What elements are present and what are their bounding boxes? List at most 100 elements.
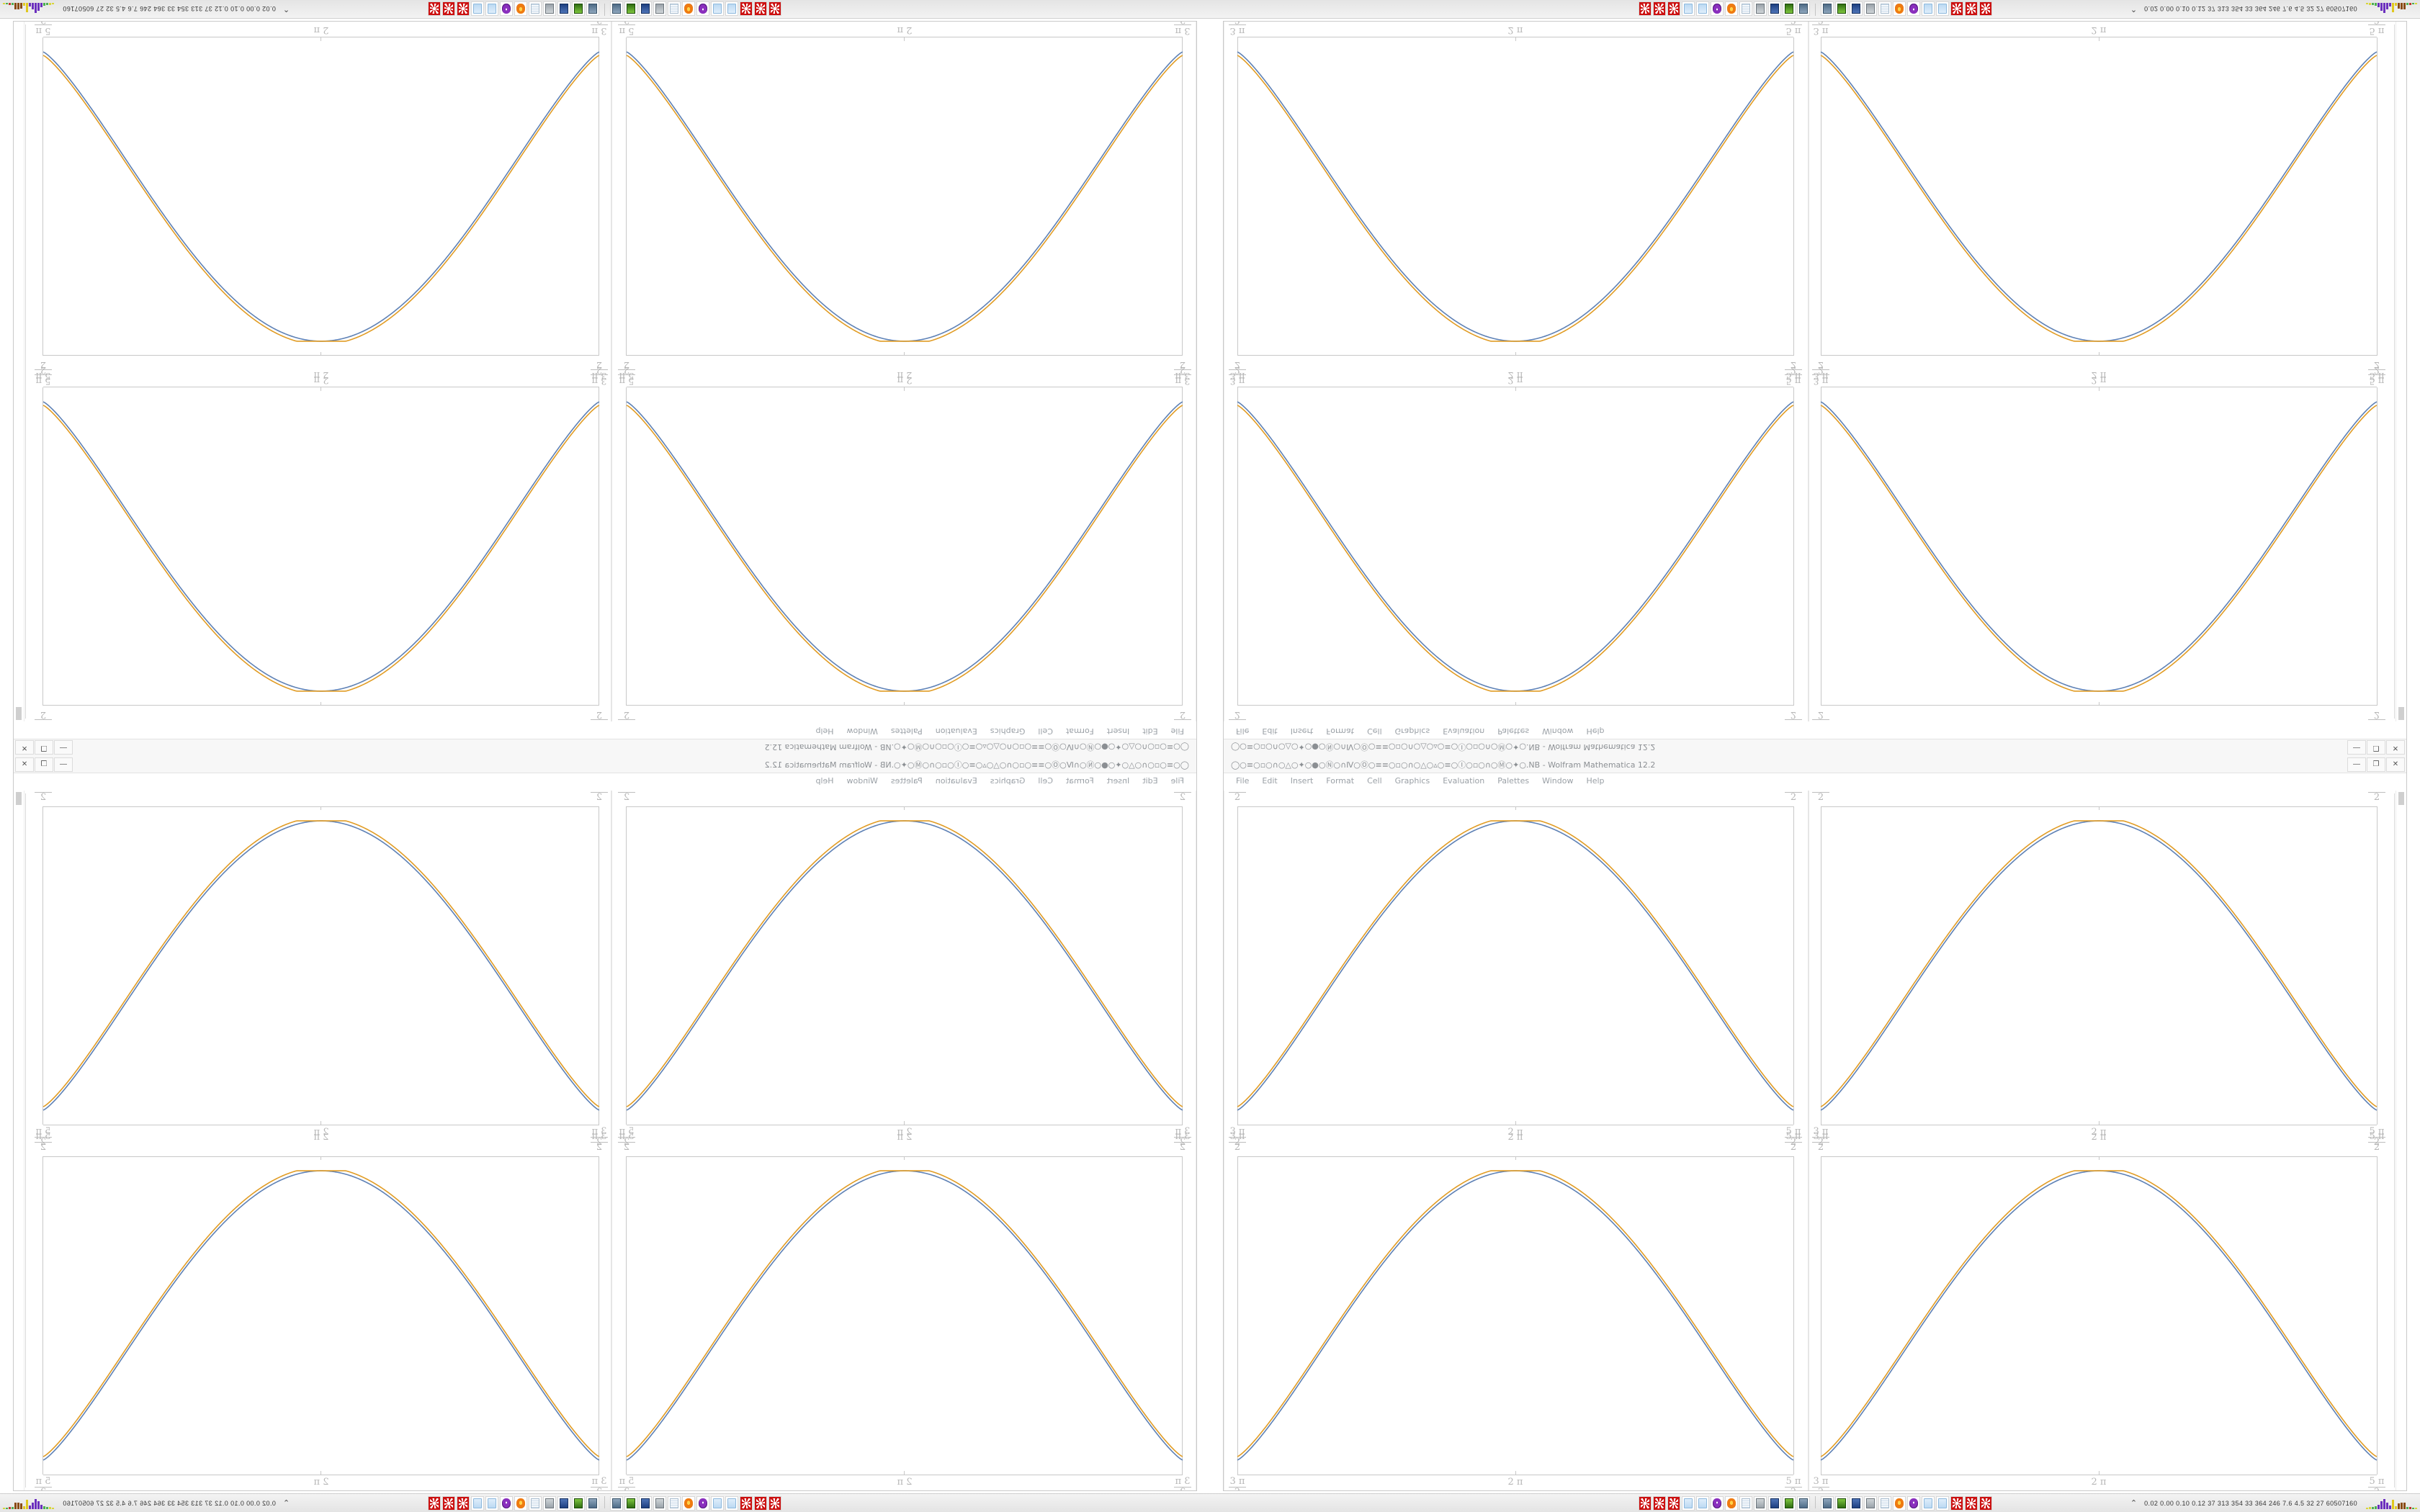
plot-bottom-right[interactable]: 3 π23 π22 π2 π5 π25 π2: [1808, 1132, 2390, 1490]
files-icon[interactable]: [572, 1, 586, 17]
menu-window[interactable]: Window: [846, 726, 878, 737]
calculator-icon-1[interactable]: [1935, 1, 1949, 17]
menu-help[interactable]: Help: [1586, 775, 1605, 786]
menu-edit[interactable]: Edit: [1262, 775, 1278, 786]
save-disk-icon[interactable]: [639, 1, 653, 17]
menu-help[interactable]: Help: [1586, 726, 1605, 737]
calculator-icon-2[interactable]: [485, 1, 499, 17]
plot-bottom-left[interactable]: 3 π23 π22 π2 π5 π25 π2: [1224, 1132, 1806, 1490]
close-button[interactable]: ✕: [15, 757, 34, 772]
monitor-icon[interactable]: [1796, 1, 1810, 17]
scrollbar-thumb[interactable]: [16, 707, 22, 720]
terminal-icon[interactable]: [653, 1495, 667, 1511]
menu-graphics[interactable]: Graphics: [1394, 726, 1430, 737]
firefox-icon[interactable]: [1724, 1, 1738, 17]
files-icon[interactable]: [1834, 1, 1848, 17]
mathematica-icon-1[interactable]: [768, 1495, 782, 1511]
calculator-icon-2[interactable]: [1921, 1495, 1935, 1511]
window-titlebar[interactable]: ◯○≡○▫○∩○△○✦○●○Ⓝ○∩Ⅳ○Ⓞ○≡≡○▫○∩○△○▵○≡○Ⓘ○▫○∩○…: [14, 739, 1196, 756]
files-icon[interactable]: [624, 1, 638, 17]
menu-cell[interactable]: Cell: [1038, 775, 1053, 786]
menu-graphics[interactable]: Graphics: [1394, 775, 1430, 786]
notes-icon[interactable]: [1878, 1, 1891, 17]
terminal-icon[interactable]: [653, 1, 667, 17]
browser-icon-1[interactable]: [1906, 1495, 1920, 1511]
mathematica-icon-2[interactable]: [754, 1495, 768, 1511]
plot-top-right[interactable]: 3 π23 π22 π2 π5 π25 π2: [30, 364, 612, 721]
plot-top-right[interactable]: 3 π23 π22 π2 π5 π25 π2: [1808, 364, 2390, 721]
plot-bottom-right[interactable]: 3 π23 π22 π2 π5 π25 π2: [30, 22, 612, 381]
mathematica-icon-3[interactable]: [1667, 1, 1680, 17]
notes-icon[interactable]: [529, 1495, 542, 1511]
menu-file[interactable]: File: [1236, 775, 1250, 786]
notebook-scrollbar[interactable]: [2396, 791, 2406, 1490]
menu-graphics[interactable]: Graphics: [990, 726, 1026, 737]
menu-evaluation[interactable]: Evaluation: [1443, 726, 1485, 737]
save-disk-icon[interactable]: [639, 1495, 653, 1511]
tray-expand-chevron-icon[interactable]: ⌃: [282, 1499, 290, 1508]
terminal-icon[interactable]: [1863, 1495, 1877, 1511]
terminal-icon[interactable]: [1753, 1, 1767, 17]
tray-expand-chevron-icon[interactable]: ⌃: [2130, 1499, 2138, 1508]
firefox-icon[interactable]: [514, 1, 528, 17]
menu-evaluation[interactable]: Evaluation: [935, 726, 977, 737]
menu-window[interactable]: Window: [1542, 775, 1574, 786]
menu-help[interactable]: Help: [815, 775, 834, 786]
mathematica-icon-2[interactable]: [754, 1, 768, 17]
mathematica-icon-3[interactable]: [457, 1495, 470, 1511]
files-icon[interactable]: [624, 1495, 638, 1511]
menu-help[interactable]: Help: [815, 726, 834, 737]
menu-cell[interactable]: Cell: [1367, 726, 1382, 737]
terminal-icon[interactable]: [543, 1, 557, 17]
plot-bottom-left[interactable]: 3 π23 π22 π2 π5 π25 π2: [614, 1131, 1196, 1490]
menu-format[interactable]: Format: [1065, 726, 1094, 737]
notes-icon[interactable]: [1739, 1, 1752, 17]
notebook-canvas[interactable]: 3 π23 π22 π2 π5 π25 π23 π23 π22 π2 π5 π2…: [14, 791, 1196, 1490]
mathematica-icon-3[interactable]: [740, 1495, 753, 1511]
calculator-icon-1[interactable]: [1935, 1495, 1949, 1511]
maximize-button[interactable]: ❐: [2367, 757, 2385, 772]
tray-expand-chevron-icon[interactable]: ⌃: [2130, 4, 2138, 13]
files-icon[interactable]: [1834, 1495, 1848, 1511]
minimize-button[interactable]: —: [2347, 757, 2366, 772]
mathematica-icon-1[interactable]: [1638, 1495, 1652, 1511]
menu-evaluation[interactable]: Evaluation: [935, 775, 977, 786]
plot-top-left[interactable]: 3 π23 π22 π2 π5 π25 π2: [614, 791, 1196, 1148]
calculator-icon-1[interactable]: [1681, 1495, 1695, 1511]
monitor-icon[interactable]: [1796, 1495, 1810, 1511]
calculator-icon-2[interactable]: [485, 1495, 499, 1511]
calculator-icon-1[interactable]: [1681, 1, 1695, 17]
firefox-icon[interactable]: [682, 1, 696, 17]
menu-palettes[interactable]: Palettes: [1497, 775, 1530, 786]
menu-palettes[interactable]: Palettes: [890, 775, 923, 786]
plot-top-left[interactable]: 3 π23 π22 π2 π5 π25 π2: [614, 364, 1196, 721]
window-titlebar[interactable]: ◯○≡○▫○∩○△○✦○●○Ⓝ○∩Ⅳ○Ⓞ○≡≡○▫○∩○△○▵○≡○Ⓘ○▫○∩○…: [14, 756, 1196, 773]
calculator-icon-1[interactable]: [471, 1, 485, 17]
calculator-icon-2[interactable]: [711, 1495, 725, 1511]
calculator-icon-2[interactable]: [1695, 1495, 1709, 1511]
minimize-button[interactable]: —: [2347, 740, 2366, 755]
browser-icon-1[interactable]: [1710, 1495, 1724, 1511]
mathematica-icon-2[interactable]: [442, 1495, 456, 1511]
scrollbar-thumb[interactable]: [2398, 707, 2404, 720]
notebook-scrollbar[interactable]: [14, 22, 24, 721]
firefox-icon[interactable]: [1892, 1, 1906, 17]
close-button[interactable]: ✕: [15, 740, 34, 755]
menu-window[interactable]: Window: [846, 775, 878, 786]
save-disk-icon[interactable]: [557, 1, 571, 17]
menu-graphics[interactable]: Graphics: [990, 775, 1026, 786]
plot-top-left[interactable]: 3 π23 π22 π2 π5 π25 π2: [1224, 791, 1806, 1147]
menu-insert[interactable]: Insert: [1290, 775, 1314, 786]
menu-insert[interactable]: Insert: [1106, 726, 1130, 737]
firefox-icon[interactable]: [1724, 1495, 1738, 1511]
maximize-button[interactable]: ❐: [35, 740, 53, 755]
mathematica-icon-3[interactable]: [1950, 1, 1963, 17]
terminal-icon[interactable]: [543, 1495, 557, 1511]
menu-edit[interactable]: Edit: [1142, 775, 1158, 786]
close-button[interactable]: ✕: [2386, 740, 2405, 755]
notebook-canvas[interactable]: 3 π23 π22 π2 π5 π25 π23 π23 π22 π2 π5 π2…: [14, 22, 1196, 721]
menu-cell[interactable]: Cell: [1038, 726, 1053, 737]
monitor-icon[interactable]: [610, 1, 624, 17]
save-disk-icon[interactable]: [1849, 1495, 1863, 1511]
notes-icon[interactable]: [1739, 1495, 1752, 1511]
